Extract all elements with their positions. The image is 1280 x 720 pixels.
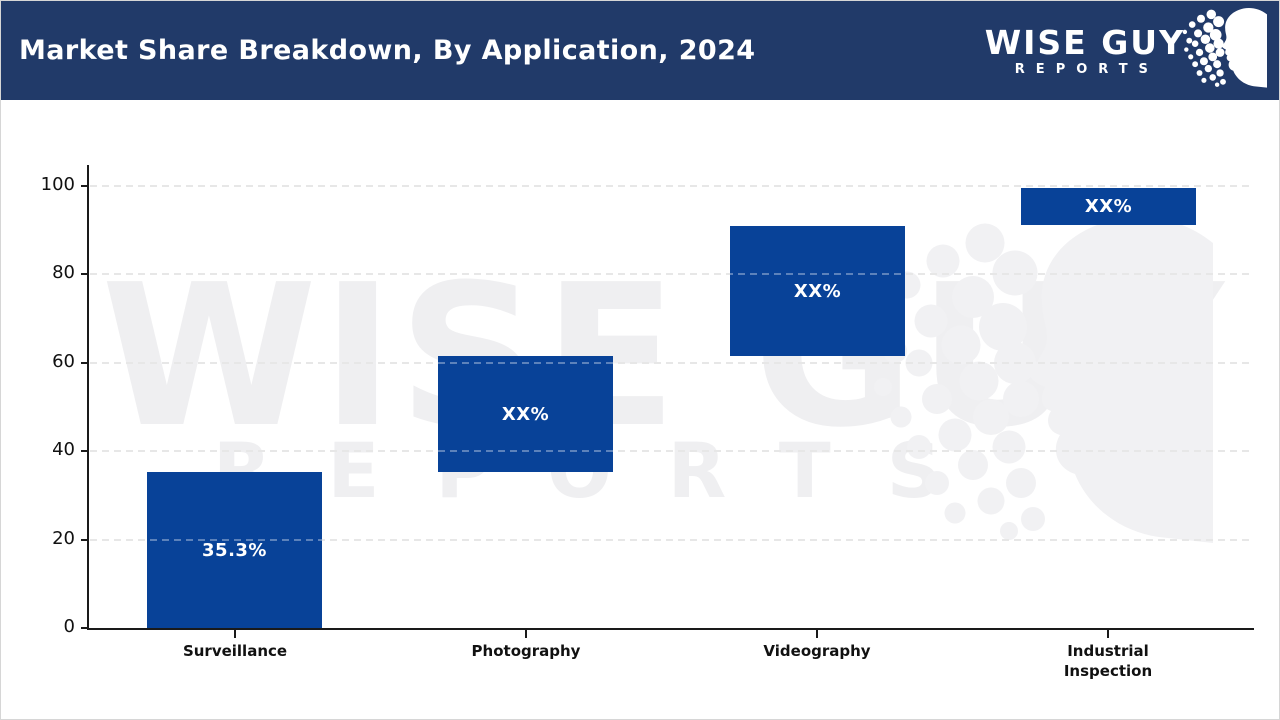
- y-tick-80: [81, 273, 89, 276]
- logo-head-icon: [1182, 7, 1267, 88]
- y-tick-0: [81, 627, 89, 629]
- gridline-40: [90, 450, 1254, 453]
- gridline-60: [90, 361, 1254, 364]
- x-tick-0: [234, 630, 236, 638]
- gridline-overlay-20: [90, 538, 1254, 541]
- watermark-head-icon: [868, 216, 1213, 543]
- y-tick-label-20: 20: [52, 527, 75, 549]
- y-axis-spine: [87, 165, 89, 630]
- bar-value-label: XX%: [793, 280, 842, 302]
- bar-photography: XX%: [438, 356, 613, 472]
- y-tick-20: [81, 538, 89, 541]
- y-tick-label-40: 40: [52, 439, 75, 461]
- gridline-20: [90, 538, 1254, 541]
- wise-guy-logo: WISE GUY REPORTS: [985, 7, 1267, 95]
- gridline-overlay-100: [90, 185, 1254, 187]
- gridline-overlay-40: [90, 450, 1254, 453]
- logo-wordmark: WISE GUY: [984, 22, 1185, 62]
- x-category-label: Videography: [763, 642, 871, 660]
- bar-value-label: XX%: [1084, 196, 1133, 217]
- y-tick-label-100: 100: [40, 174, 75, 195]
- bar-videography: XX%: [730, 226, 905, 356]
- bar-value-label: 35.3%: [202, 539, 267, 561]
- y-tick-60: [81, 361, 89, 364]
- y-tick-40: [81, 450, 89, 453]
- y-tick-100: [81, 185, 89, 187]
- bar-surveillance: 35.3%: [147, 472, 322, 628]
- page-title: Market Share Breakdown, By Application, …: [19, 35, 756, 66]
- gridline-overlay-60: [90, 361, 1254, 364]
- gridline-overlay-80: [90, 273, 1254, 276]
- header-bar: Market Share Breakdown, By Application, …: [1, 1, 1279, 100]
- gridline-80: [90, 273, 1254, 276]
- x-category-label: Surveillance: [182, 642, 288, 660]
- x-axis-spine: [87, 628, 1254, 630]
- y-tick-label-80: 80: [52, 262, 75, 284]
- watermark-wordmark: WISE GUY: [101, 243, 1228, 471]
- bar-industrial-inspection: XX%: [1021, 188, 1196, 225]
- logo-subtitle: REPORTS: [1014, 61, 1159, 77]
- x-tick-2: [816, 630, 818, 638]
- logo-text: WISE GUY REPORTS: [985, 26, 1185, 76]
- y-tick-label-0: 0: [63, 616, 75, 637]
- y-tick-label-60: 60: [52, 350, 75, 372]
- x-tick-1: [525, 630, 527, 638]
- x-category-label: Industrial Inspection: [1063, 642, 1153, 681]
- gridline-100: [90, 185, 1254, 187]
- bar-value-label: XX%: [501, 403, 550, 425]
- x-category-label: Photography: [471, 642, 581, 660]
- x-tick-3: [1107, 630, 1109, 638]
